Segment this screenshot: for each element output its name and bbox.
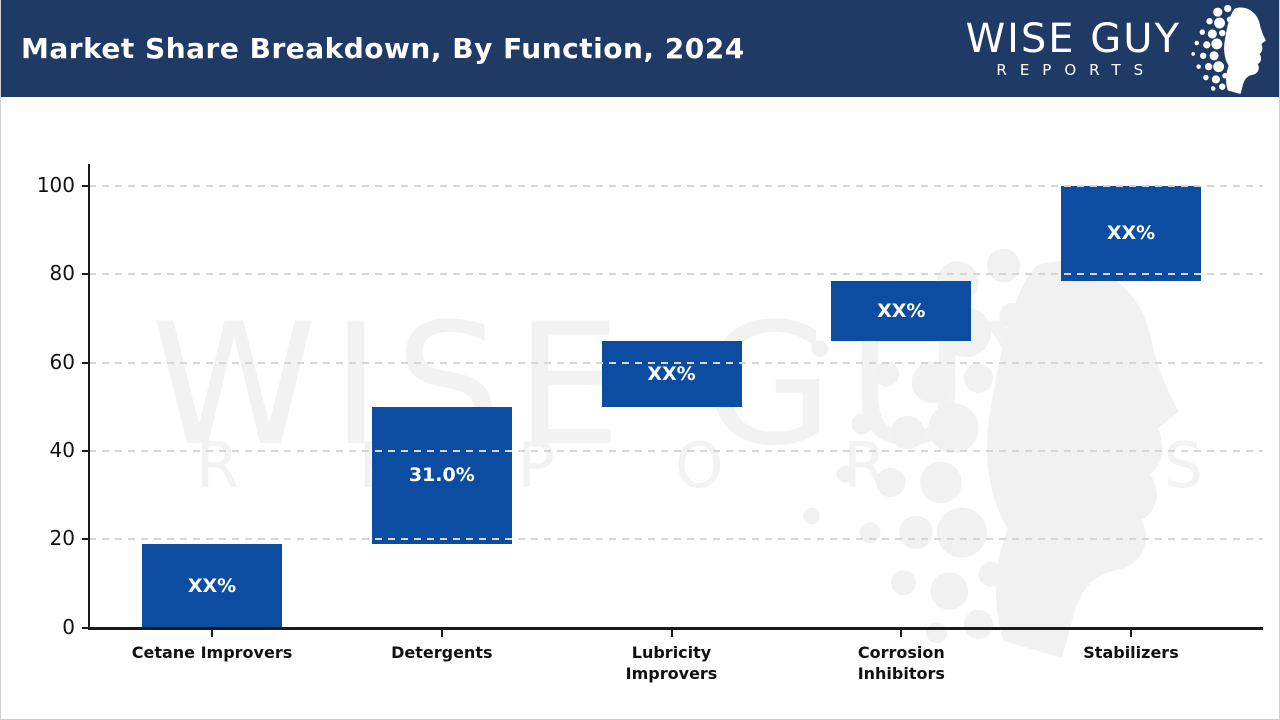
gridline	[89, 361, 1263, 364]
brand-subtitle: REPORTS	[996, 61, 1157, 79]
x-category-label: Corrosion Inhibitors	[857, 642, 945, 683]
bar-value-label: XX%	[1106, 222, 1156, 245]
bar-cetane-improvers: XX%	[142, 543, 282, 628]
x-tick-mark	[670, 629, 673, 637]
brand-name: WISE GUY	[965, 16, 1181, 62]
bar-value-label: XX%	[877, 299, 926, 322]
y-tick-label: 40	[49, 437, 75, 462]
y-tick-mark	[82, 626, 89, 629]
header: Market Share Breakdown, By Function, 202…	[1, 0, 1279, 97]
gridline	[89, 185, 1263, 187]
y-tick-label: 100	[36, 173, 75, 197]
y-tick-label: 20	[49, 526, 75, 551]
y-tick-label: 60	[49, 349, 75, 374]
bar-value-label: 31.0%	[408, 464, 475, 487]
gridline	[89, 273, 1263, 276]
bar-detergents: 31.0%	[371, 406, 512, 544]
chart-area: WISE GUY R E P O R T S 0 20 40 60 80 100 XX% Ce…	[1, 97, 1279, 719]
x-category-label: Cetane Improvers	[131, 642, 293, 662]
bar-value-label: XX%	[647, 362, 696, 385]
y-tick-label: 0	[62, 614, 75, 639]
y-tick-mark	[82, 361, 89, 364]
y-axis	[88, 164, 90, 630]
x-category-label: Detergents	[391, 642, 493, 662]
y-tick-mark	[82, 185, 89, 187]
y-tick-label: 80	[49, 261, 75, 286]
brand-logo-text: WISE GUY REPORTS	[966, 19, 1181, 78]
y-tick-mark	[82, 449, 89, 452]
x-category-label: Stabilizers	[1083, 642, 1179, 662]
bar-stabilizers: XX%	[1061, 186, 1201, 281]
x-tick-mark	[900, 629, 903, 637]
gridline	[89, 538, 1263, 541]
bar-corrosion-inhibitors: XX%	[831, 280, 972, 341]
brand-logo: WISE GUY REPORTS	[966, 1, 1275, 96]
bar-lubricity-improvers: XX%	[601, 340, 742, 407]
y-tick-mark	[82, 273, 89, 276]
y-tick-mark	[82, 538, 89, 541]
x-axis	[88, 626, 1263, 630]
x-tick-mark	[211, 629, 213, 637]
x-category-label: Lubricity Improvers	[625, 642, 718, 683]
face-profile-icon	[1191, 4, 1266, 94]
x-tick-mark	[440, 629, 443, 637]
gridline	[89, 449, 1263, 452]
x-tick-mark	[1130, 629, 1132, 637]
page-title: Market Share Breakdown, By Function, 202…	[21, 32, 745, 65]
bar-value-label: XX%	[187, 574, 237, 597]
